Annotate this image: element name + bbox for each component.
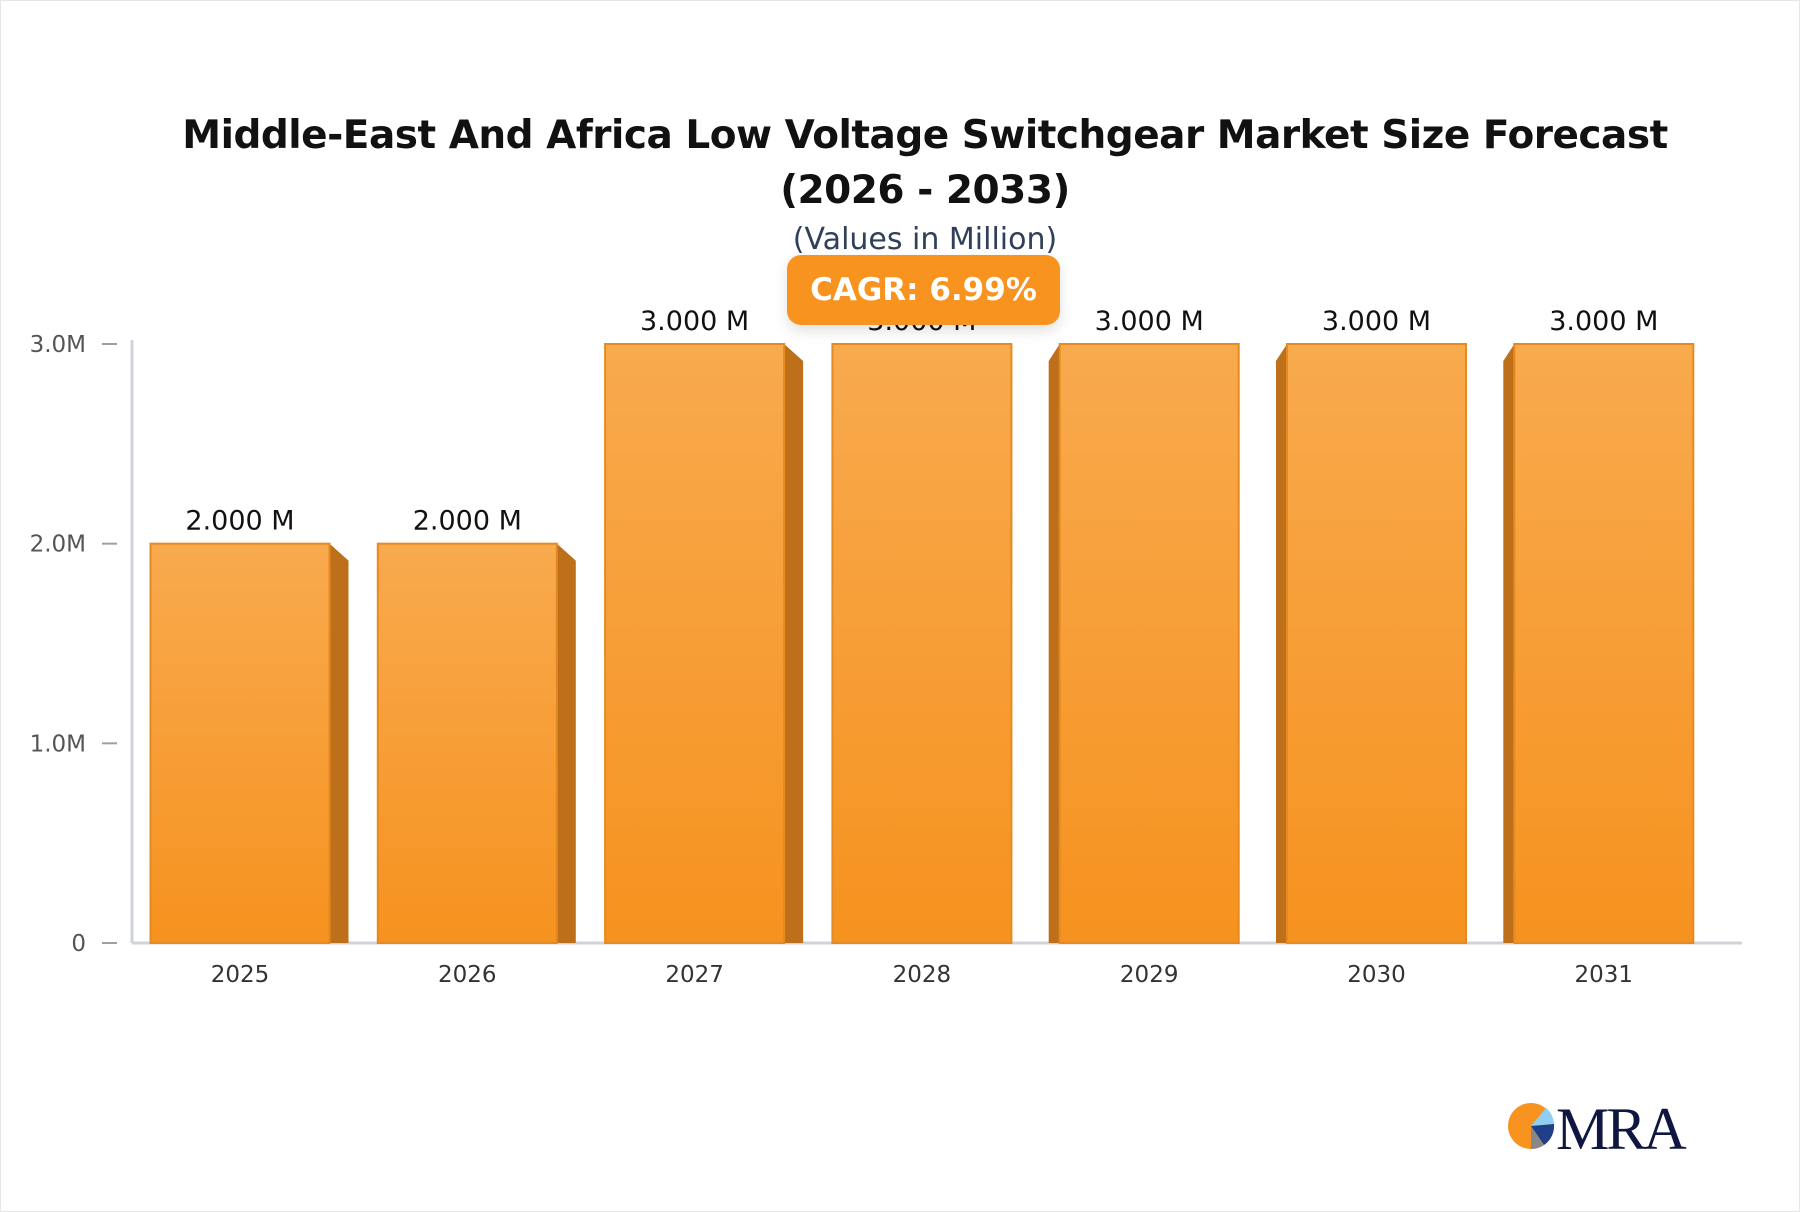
bar-face bbox=[831, 343, 1013, 944]
bar-2025: 2.000 M 2025 bbox=[149, 506, 349, 988]
bar-2030: 3.000 M 2030 bbox=[1276, 306, 1467, 988]
bar-face bbox=[1513, 343, 1695, 944]
x-tick-label: 2031 bbox=[1575, 962, 1634, 988]
bar-side bbox=[784, 344, 804, 943]
bar-side bbox=[1276, 344, 1287, 943]
x-tick-label: 2030 bbox=[1347, 962, 1406, 988]
data-label: 3.000 M bbox=[1095, 306, 1204, 337]
data-label: 2.000 M bbox=[185, 506, 294, 537]
data-label: 2.000 M bbox=[413, 506, 522, 537]
y-tick-label: 0 bbox=[71, 931, 86, 957]
bar-face bbox=[376, 542, 558, 945]
svg-text:MRA: MRA bbox=[1556, 1098, 1686, 1154]
data-label: 3.000 M bbox=[1549, 306, 1658, 337]
bar-side bbox=[329, 543, 349, 943]
x-tick-label: 2027 bbox=[665, 962, 724, 988]
bar-face bbox=[1286, 343, 1467, 944]
bar-face bbox=[604, 343, 786, 944]
bar-2028: 3.000 M2028 bbox=[831, 306, 1013, 988]
bar-side bbox=[1503, 344, 1515, 943]
cagr-badge: CAGR: 6.99% bbox=[787, 255, 1060, 325]
x-tick-label: 2028 bbox=[893, 962, 952, 988]
chart-subtitle: (Values in Million) bbox=[792, 222, 1058, 257]
bar-2029: 3.000 M 2029 bbox=[1048, 306, 1240, 988]
mra-logo: MRA bbox=[1508, 1098, 1689, 1154]
bar-side bbox=[1048, 344, 1060, 943]
bar-2027: 3.000 M 2027 bbox=[604, 306, 804, 988]
data-label: 3.000 M bbox=[640, 306, 749, 337]
x-tick-label: 2026 bbox=[438, 962, 497, 988]
data-label: 3.000 M bbox=[1322, 306, 1431, 337]
bar-side bbox=[556, 543, 576, 943]
bar-2031: 3.000 M 2031 bbox=[1503, 306, 1695, 988]
x-tick-label: 2025 bbox=[211, 962, 270, 988]
y-tick-label: 3.0M bbox=[30, 332, 86, 358]
x-tick-label: 2029 bbox=[1120, 962, 1179, 988]
y-tick-label: 2.0M bbox=[30, 532, 86, 558]
chart-title: Middle-East And Africa Low Voltage Switc… bbox=[182, 113, 1668, 213]
bar-face bbox=[149, 542, 331, 945]
bar-face bbox=[1058, 343, 1240, 944]
bar-2026: 2.000 M 2026 bbox=[376, 506, 576, 988]
y-tick-label: 1.0M bbox=[30, 731, 86, 757]
